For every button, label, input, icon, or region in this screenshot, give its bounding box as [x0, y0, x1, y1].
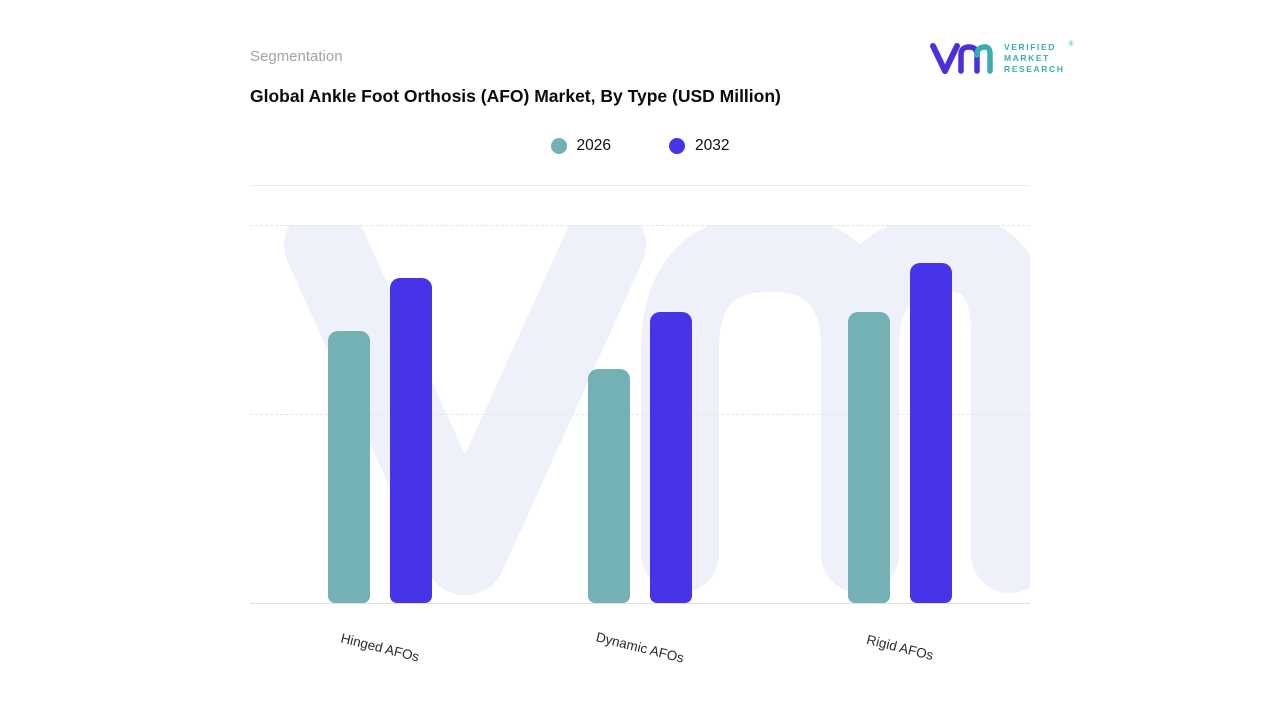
gridline-50 — [250, 414, 1030, 415]
legend-item-2032[interactable]: 2032 — [669, 137, 729, 155]
gridline-100 — [250, 225, 1030, 226]
bar-2032-dynamic-afos[interactable] — [650, 311, 692, 603]
x-axis-labels: Hinged AFOs Dynamic AFOs Rigid AFOs — [250, 629, 1030, 700]
vmr-logo-text: VERIFIED MARKET RESEARCH ® — [1004, 41, 1074, 75]
bar-2026-rigid-afos[interactable] — [848, 311, 890, 603]
x-label-dynamic-afos: Dynamic AFOs — [594, 629, 686, 666]
bar-2032-hinged-afos[interactable] — [389, 277, 432, 603]
bar-2026-hinged-afos[interactable] — [327, 330, 370, 603]
legend-label-2026: 2026 — [576, 137, 611, 154]
logo-line-market: MARKET — [1004, 52, 1050, 63]
logo-line-research: RESEARCH — [1004, 63, 1065, 74]
registered-mark: ® — [1068, 40, 1074, 48]
plot-area — [250, 225, 1030, 604]
chart-title: Global Ankle Foot Orthosis (AFO) Market,… — [250, 86, 781, 106]
legend: 2026 2032 — [250, 137, 1030, 155]
legend-item-2026[interactable]: 2026 — [550, 137, 611, 155]
segmentation-label: Segmentation — [250, 48, 343, 65]
vmr-watermark-icon — [284, 225, 1030, 596]
legend-swatch-2032 — [669, 138, 685, 154]
bar-2032-rigid-afos[interactable] — [910, 262, 952, 603]
bar-2026-dynamic-afos[interactable] — [588, 368, 630, 603]
header-divider — [250, 185, 1030, 186]
vmr-logo: VERIFIED MARKET RESEARCH ® — [928, 40, 1074, 76]
legend-swatch-2026 — [550, 138, 567, 154]
x-label-rigid-afos: Rigid AFOs — [865, 631, 935, 664]
x-label-hinged-afos: Hinged AFOs — [339, 630, 421, 665]
legend-label-2032: 2032 — [695, 137, 730, 154]
vmr-logo-icon — [930, 43, 993, 74]
logo-line-verified: VERIFIED — [1004, 41, 1057, 52]
